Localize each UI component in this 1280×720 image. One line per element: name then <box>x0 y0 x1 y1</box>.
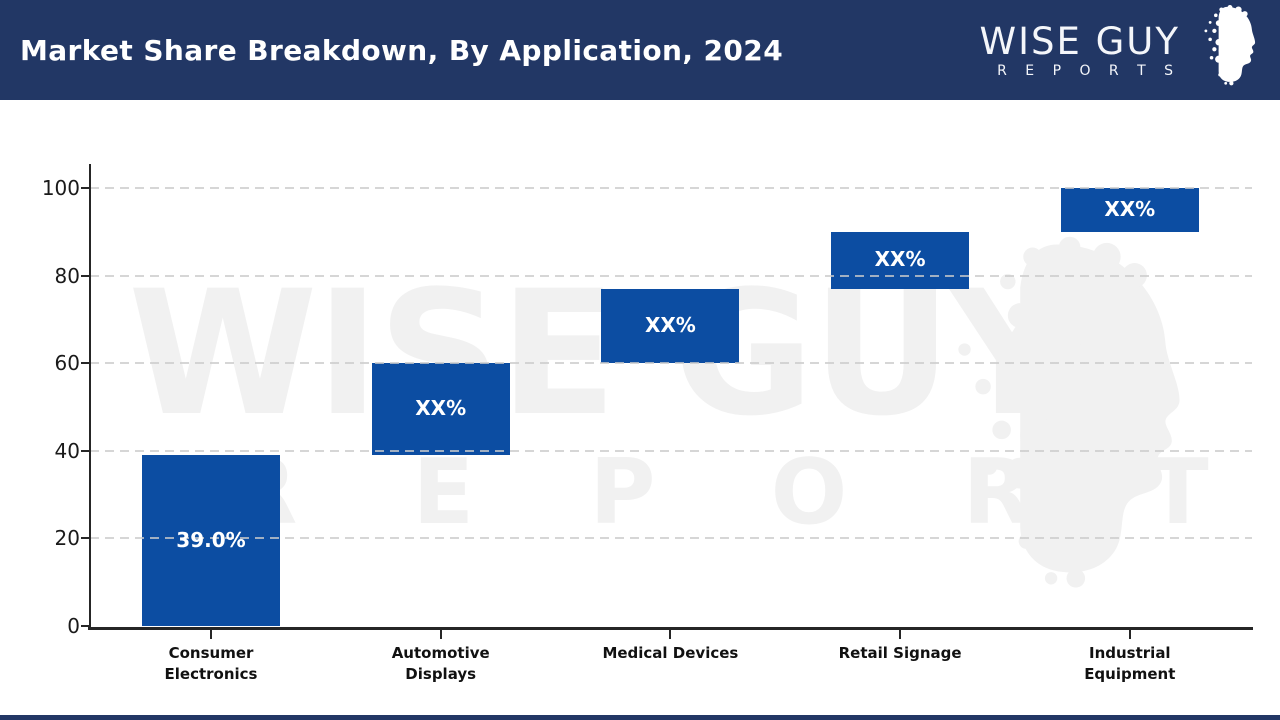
bar-value-label-4: XX% <box>1104 196 1156 221</box>
x-axis-line <box>88 627 1253 630</box>
y-tick-label-40: 40 <box>54 438 80 463</box>
bar-4 <box>1060 188 1199 232</box>
watermark-text: WISE GUY <box>128 253 1074 454</box>
x-tick-3 <box>899 630 902 639</box>
gridline-20 <box>90 537 1252 540</box>
bar-value-label-3: XX% <box>874 247 926 272</box>
bar-value-label-0: 39.0% <box>176 527 246 552</box>
y-tick-40 <box>81 449 90 452</box>
y-tick-label-100: 100 <box>41 176 80 200</box>
category-label-4: Industrial Equipment <box>1084 644 1176 683</box>
bar-value-label-2: XX% <box>644 312 696 337</box>
category-label-1: Automotive Displays <box>391 644 490 683</box>
y-tick-label-20: 20 <box>54 526 80 551</box>
category-label-0: Consumer Electronics <box>164 644 258 683</box>
y-axis-line <box>89 164 91 629</box>
y-tick-0 <box>81 625 90 627</box>
x-tick-0 <box>210 630 212 639</box>
y-tick-20 <box>81 537 90 540</box>
logo-face-icon <box>1204 5 1256 86</box>
y-tick-100 <box>81 187 90 189</box>
chart-header: Market Share Breakdown, By Application, … <box>0 0 1280 100</box>
wise-guy-reports-logo: WISE GUY R E P O R T S <box>980 4 1280 96</box>
y-tick-label-60: 60 <box>54 351 80 376</box>
bar-1 <box>371 363 510 456</box>
gridline-60 <box>90 362 1252 365</box>
y-tick-60 <box>81 362 90 365</box>
y-tick-80 <box>81 274 90 277</box>
x-tick-2 <box>669 630 672 639</box>
bar-value-label-1: XX% <box>415 396 467 421</box>
bar-2 <box>601 288 740 364</box>
gridline-100 <box>90 187 1252 189</box>
logo-wordmark: WISE GUY <box>979 19 1180 63</box>
logo-text: WISE GUY R E P O R T S <box>980 23 1180 78</box>
category-label-3: Retail Signage <box>838 644 962 662</box>
chart-area: WISE GUY R E P O R T S 02040608010039.0%… <box>0 100 1280 715</box>
bar-0 <box>142 455 280 626</box>
gridline-40 <box>90 449 1252 452</box>
bar-3 <box>831 231 970 289</box>
y-tick-label-0: 0 <box>67 614 80 638</box>
page-title: Market Share Breakdown, By Application, … <box>20 33 784 67</box>
logo-subtext: R E P O R T S <box>997 62 1180 79</box>
category-label-2: Medical Devices <box>602 644 739 662</box>
x-tick-4 <box>1128 630 1131 639</box>
x-tick-1 <box>439 630 442 639</box>
footer-bar <box>0 715 1280 720</box>
watermark-face-icon <box>958 236 1180 588</box>
y-tick-label-80: 80 <box>54 263 80 288</box>
gridline-80 <box>90 274 1252 277</box>
